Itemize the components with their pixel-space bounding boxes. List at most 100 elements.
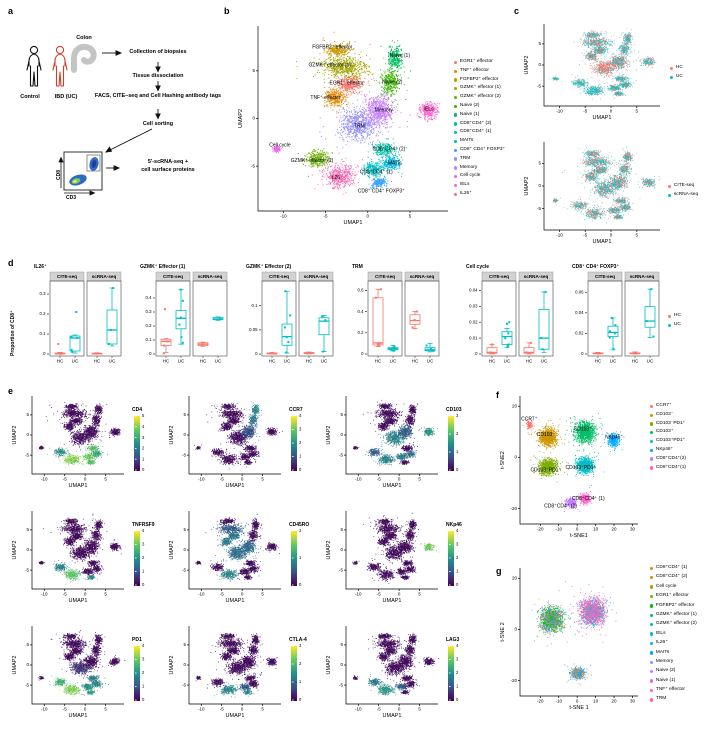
legend-label: HC: [673, 313, 681, 318]
facs-density-blobs: [69, 154, 101, 186]
legend-item: Naive (2): [650, 668, 697, 674]
legend-item: CD103⁺PD1⁺: [650, 438, 686, 444]
legend-swatch-icon: [650, 594, 654, 599]
legend-label: Naive (2): [655, 668, 676, 674]
legend-swatch-icon: [454, 122, 458, 126]
legend-item: GZMK⁺ effector (1): [454, 86, 505, 91]
facs-gate: [86, 154, 101, 172]
legend-swatch-icon: [650, 623, 654, 627]
legend-label: TNF⁺ effector: [459, 67, 489, 73]
feature-umap-ccr7: [163, 386, 316, 499]
legend-item: Memory: [650, 658, 697, 665]
legend-label: IL26⁺: [459, 190, 472, 196]
facs-y-label: CD8: [56, 169, 62, 180]
legend-item: CD8⁺CD4⁺ (1): [650, 565, 697, 571]
legend-item: CD8⁺CD4⁺(1): [650, 465, 686, 471]
panel-e-feature-umaps: [6, 382, 484, 734]
control-label: Control: [20, 94, 40, 100]
legend-swatch-icon: [650, 698, 654, 702]
legend-swatch-icon: [454, 192, 458, 197]
legend-swatch-icon: [650, 404, 654, 409]
legend-item: IELs: [454, 182, 505, 188]
workflow-graphics: [26, 43, 161, 196]
legend-label: Naive (1): [655, 677, 676, 683]
legend-swatch-icon: [454, 104, 458, 109]
legend-swatch-icon: [650, 651, 654, 655]
legend-label: FGFBP2⁺ effector: [655, 602, 695, 608]
legend-swatch-icon: [650, 632, 654, 636]
legend-swatch-icon: [668, 184, 672, 189]
legend-item: TNF⁺ effector: [454, 67, 505, 74]
legend-label: Memory: [459, 164, 478, 170]
feature-umap-cd4: [6, 386, 159, 499]
ibd-label: IBD (UC): [54, 94, 78, 100]
legend-label: GZMK⁺ effector (1): [655, 611, 697, 617]
legend-label: IELs: [459, 182, 470, 188]
umap-assay-canvas: [518, 132, 668, 256]
legend-item: Naive (1): [650, 677, 697, 684]
output-label-line1: 5′-scRNA-seq +: [147, 159, 189, 165]
legend-label: TRM: [655, 696, 667, 702]
legend-label: CD8⁺CD4⁺ (1): [655, 565, 688, 570]
legend-item: UC: [668, 322, 681, 328]
legend-label: Memory: [655, 658, 674, 664]
legend-label: Naive (1): [459, 111, 480, 117]
legend-item: Cell cycle: [454, 174, 505, 179]
feature-umap-pd1: [6, 616, 159, 729]
legend-item: CCR7⁺: [650, 403, 686, 409]
legend-swatch-icon: [650, 566, 654, 571]
legend-item: TRM: [454, 156, 505, 162]
legend-swatch-icon: [454, 60, 458, 65]
legend-swatch-icon: [670, 75, 674, 79]
legend-label: CCR7⁺: [655, 403, 672, 408]
legend-item: HC: [670, 65, 683, 71]
legend-item: Memory: [454, 164, 505, 171]
feature-umap-ctla4: [163, 616, 316, 729]
legend-item: IL26⁺: [454, 190, 505, 197]
legend-swatch-icon: [650, 604, 654, 608]
legend-swatch-icon: [454, 78, 458, 82]
legend-label: CITE-seq: [673, 183, 695, 188]
legend-item: GZMK⁺ effector (1): [650, 611, 697, 618]
boxplot-canvas: [16, 258, 664, 382]
legend-item: GZMK⁺ effector (2): [454, 94, 505, 100]
legend-swatch-icon: [650, 660, 654, 664]
legend-label: CD8⁺CD4⁺ (2): [459, 120, 492, 126]
boxplot-y-axis-label: Proportion of CD8⁺: [10, 310, 16, 356]
legend-swatch-icon: [668, 314, 672, 319]
legend-item: IELs: [650, 631, 697, 637]
facs-x-label: CD3: [66, 195, 77, 201]
legend-item: NKp46⁺: [650, 447, 686, 453]
step-facs-cite: FACS, CITE–seq and Cell Hashing antibody…: [94, 93, 222, 99]
step-cell-sorting: Cell sorting: [142, 121, 174, 127]
legend-item: MAITs: [650, 649, 697, 656]
control-person-icon: [26, 45, 42, 87]
colon-icon: [71, 43, 97, 73]
legend-label: scRNA-seq: [673, 191, 699, 197]
arrow-colon-to-steps: [102, 50, 123, 56]
legend-swatch-icon: [454, 87, 458, 91]
legend-label: TNF⁺ effector: [655, 687, 685, 693]
legend-label: CD103⁺PD1⁺: [655, 438, 686, 444]
output-label-line2: cell surface proteins: [141, 167, 195, 173]
step-dissociation: Tissue dissociation: [132, 73, 184, 79]
legend-label: Naive (2): [459, 102, 480, 108]
legend-item: CD8⁺ CD4⁺ FOXP3⁺: [454, 147, 505, 153]
colon-label: Colon: [76, 35, 92, 41]
legend-item: FGFBP2⁺ effector: [454, 77, 505, 83]
legend-swatch-icon: [650, 431, 654, 435]
feature-umap-cd45ro: [163, 501, 316, 614]
legend-swatch-icon: [454, 166, 458, 170]
panel-letter-d: d: [8, 258, 14, 268]
legend-item: Naive (1): [454, 111, 505, 118]
legend-label: GZMK⁺ effector (2): [459, 94, 501, 100]
legend-swatch-icon: [454, 139, 458, 144]
step-collection: Collection of biopsies: [129, 49, 187, 55]
panel-a-workflow: Control IBD (UC) Colon Collection of bio…: [6, 4, 222, 256]
legend-swatch-icon: [650, 670, 654, 674]
panel-c-umap-overlays: HC UC CITE-seq scRNA-seq: [512, 4, 705, 258]
legend-item: CD8⁺CD4⁺ (1): [454, 130, 505, 135]
legend-label: MAITs: [655, 649, 670, 655]
legend-swatch-icon: [454, 157, 458, 161]
